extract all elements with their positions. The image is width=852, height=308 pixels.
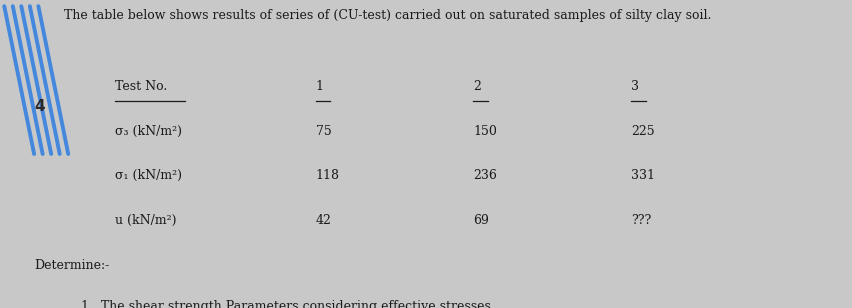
Text: 331: 331 bbox=[630, 169, 654, 182]
Text: The table below shows results of series of (CU-test) carried out on saturated sa: The table below shows results of series … bbox=[64, 9, 711, 22]
Text: 69: 69 bbox=[473, 214, 489, 227]
Text: 3: 3 bbox=[630, 80, 638, 93]
Text: Determine:-: Determine:- bbox=[34, 259, 109, 272]
Text: 1.  The shear strength Parameters considering effective stresses.: 1. The shear strength Parameters conside… bbox=[81, 300, 494, 308]
Text: 42: 42 bbox=[315, 214, 331, 227]
Text: 4: 4 bbox=[35, 99, 45, 114]
Text: σ₃ (kN/m²): σ₃ (kN/m²) bbox=[115, 125, 182, 138]
Text: 118: 118 bbox=[315, 169, 339, 182]
Text: σ₁ (kN/m²): σ₁ (kN/m²) bbox=[115, 169, 182, 182]
Text: 75: 75 bbox=[315, 125, 331, 138]
Text: u (kN/m²): u (kN/m²) bbox=[115, 214, 176, 227]
Text: 236: 236 bbox=[473, 169, 497, 182]
Text: 150: 150 bbox=[473, 125, 497, 138]
Text: 225: 225 bbox=[630, 125, 654, 138]
Text: ???: ??? bbox=[630, 214, 651, 227]
Text: 1: 1 bbox=[315, 80, 323, 93]
Text: Test No.: Test No. bbox=[115, 80, 167, 93]
Text: 2: 2 bbox=[473, 80, 481, 93]
